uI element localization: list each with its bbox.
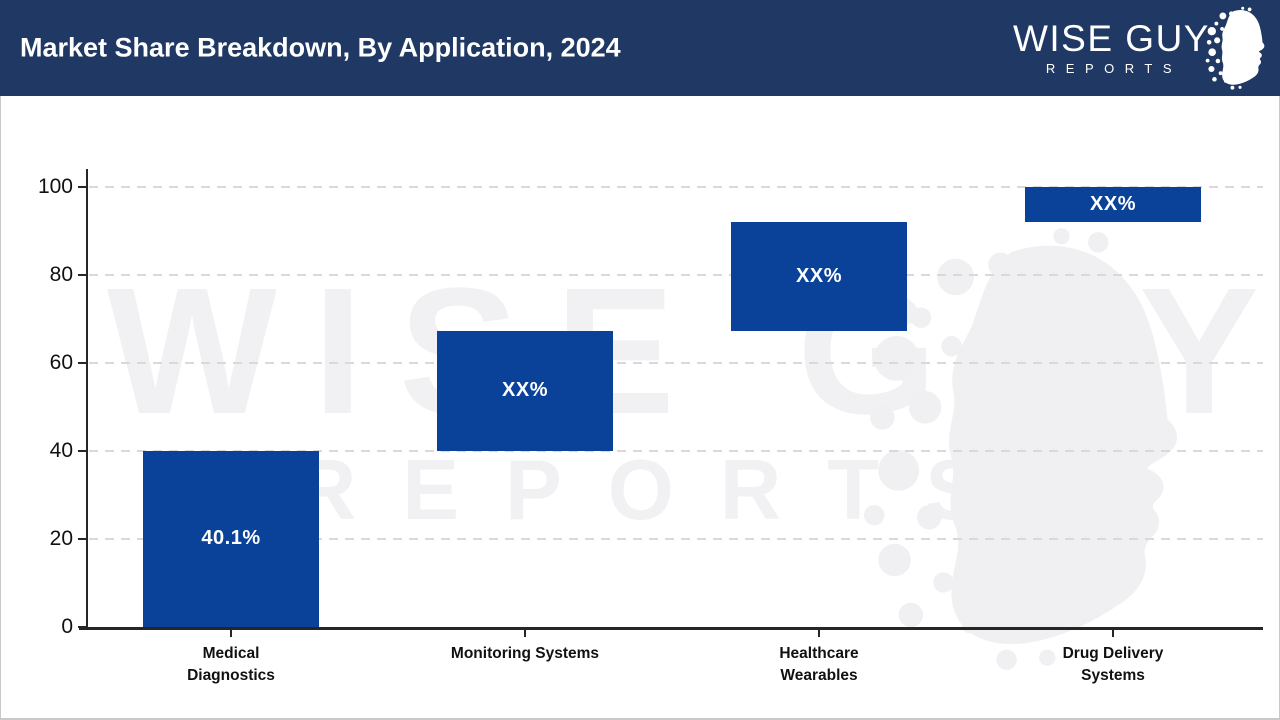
y-tick-40: [78, 450, 86, 452]
waterfall-chart: 0 20 40 60 80 100 40.1% XX% XX% XX% Medical Diagno…: [1, 96, 1279, 718]
x-tick-2: [524, 630, 526, 637]
chart-canvas: WISE GUY REPORTS 0 20 40 60 80 100 40.1% XX% XX%…: [0, 96, 1280, 720]
gridline-60: [89, 362, 1263, 364]
gridline-100: [89, 186, 1263, 188]
gridline-80: [89, 274, 1263, 276]
waterfall-bar-2: XX%: [437, 331, 613, 451]
y-tick-label: 40: [49, 439, 73, 462]
x-tick-4: [1112, 630, 1114, 637]
logo-wordmark: WISE GUY REPORTS: [1013, 20, 1210, 76]
y-tick-60: [78, 362, 86, 364]
waterfall-bar-4: XX%: [1025, 187, 1201, 222]
bar-value-label: 40.1%: [201, 527, 261, 550]
x-tick-1: [230, 630, 232, 637]
category-label: Medical Diagnostics: [187, 645, 275, 685]
y-axis: [86, 169, 88, 630]
waterfall-bar-1: 40.1%: [143, 450, 319, 627]
y-tick-80: [78, 274, 86, 276]
logo-wordmark-bottom: REPORTS: [1045, 61, 1183, 76]
y-tick-0: [78, 626, 86, 628]
y-tick-label: 80: [49, 263, 73, 286]
x-axis: [79, 627, 1263, 630]
gridline-40: [89, 450, 1263, 452]
category-label: Drug Delivery Systems: [1062, 645, 1164, 685]
y-tick-label: 100: [37, 175, 73, 198]
y-tick-100: [78, 186, 86, 188]
y-tick-label: 0: [61, 615, 73, 638]
bar-value-label: XX%: [502, 379, 548, 402]
bar-value-label: XX%: [1090, 192, 1136, 215]
bar-value-label: XX%: [796, 265, 842, 288]
wise-guy-logo: WISE GUY REPORTS: [1013, 4, 1270, 92]
y-tick-label: 20: [49, 527, 73, 550]
category-label: Monitoring Systems: [450, 645, 600, 662]
x-tick-3: [818, 630, 820, 637]
gridline-20: [89, 538, 1263, 540]
category-label: Healthcare Wearables: [779, 645, 859, 685]
header-bar: Market Share Breakdown, By Application, …: [0, 0, 1280, 96]
y-tick-20: [78, 538, 86, 540]
waterfall-bar-3: XX%: [731, 221, 907, 332]
logo-head-icon: [1205, 6, 1265, 90]
logo-wordmark-top: WISE GUY: [1012, 18, 1210, 59]
page-title: Market Share Breakdown, By Application, …: [20, 32, 621, 63]
y-tick-label: 60: [49, 351, 73, 374]
